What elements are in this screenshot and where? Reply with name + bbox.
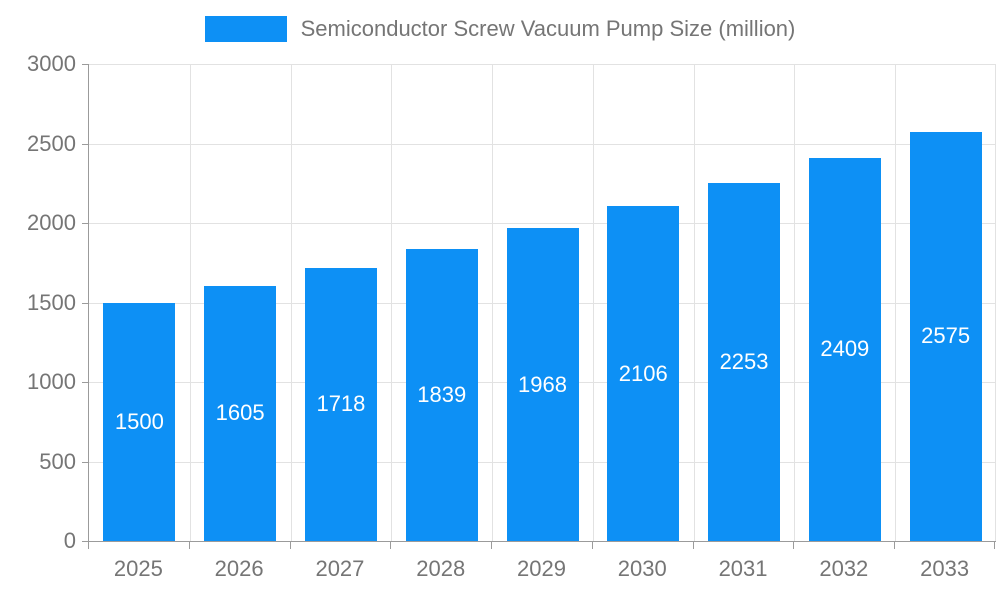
bar[interactable]: 1500 xyxy=(103,302,176,541)
x-axis-tick-label: 2026 xyxy=(214,556,264,581)
x-axis-tick-mark xyxy=(188,542,190,549)
x-axis-tick-mark xyxy=(88,542,89,549)
bar-value-label: 1839 xyxy=(417,381,467,407)
gridline-vertical xyxy=(492,64,494,541)
x-axis-tick-mark xyxy=(289,542,291,549)
bar[interactable]: 2409 xyxy=(808,157,881,541)
y-axis-tick-mark xyxy=(82,223,88,224)
x-axis-tick-label: 2032 xyxy=(819,556,869,581)
x-axis-tick-label: 2030 xyxy=(617,556,667,581)
gridline-vertical xyxy=(895,64,897,541)
bar-value-label: 2106 xyxy=(618,360,668,386)
bar[interactable]: 1718 xyxy=(304,267,377,541)
bar[interactable]: 2106 xyxy=(607,206,680,541)
bar-value-label: 2253 xyxy=(719,348,769,374)
x-axis-tick-label: 2025 xyxy=(113,556,163,581)
gridline-vertical xyxy=(794,64,796,541)
y-axis-tick-mark xyxy=(82,143,88,145)
x-axis-tick-label: 2031 xyxy=(718,556,768,581)
legend: Semiconductor Screw Vacuum Pump Size (mi… xyxy=(0,16,1000,42)
x-axis-tick-mark xyxy=(491,542,493,549)
bar[interactable]: 2253 xyxy=(708,182,781,541)
bar-value-label: 2409 xyxy=(820,336,870,362)
gridline-vertical xyxy=(592,64,594,541)
y-axis-tick-mark xyxy=(82,64,88,65)
x-axis-tick-label: 2027 xyxy=(315,556,365,581)
y-axis-tick-mark xyxy=(82,541,88,542)
bar[interactable]: 2575 xyxy=(909,131,982,541)
gridline-vertical xyxy=(391,64,393,541)
y-axis-tick-label: 0 xyxy=(63,528,76,553)
gridline-vertical xyxy=(189,64,191,541)
gridline-vertical xyxy=(290,64,292,541)
bar-value-label: 1605 xyxy=(215,400,265,426)
bar-value-label: 2575 xyxy=(921,323,971,349)
x-axis-tick-label: 2033 xyxy=(920,556,970,581)
y-axis-tick-label: 2000 xyxy=(27,210,76,235)
bar-value-label: 1968 xyxy=(518,371,567,397)
y-axis-tick-mark xyxy=(82,461,88,463)
y-axis-tick-label: 500 xyxy=(39,448,76,474)
x-axis-tick-mark xyxy=(994,542,995,549)
x-axis-tick-label: 2029 xyxy=(517,556,566,581)
bar[interactable]: 1839 xyxy=(405,248,478,541)
legend-label: Semiconductor Screw Vacuum Pump Size (mi… xyxy=(300,16,796,41)
x-axis-tick-mark xyxy=(793,542,795,549)
gridline-horizontal xyxy=(89,64,996,65)
legend-item[interactable]: Semiconductor Screw Vacuum Pump Size (mi… xyxy=(204,16,796,42)
x-axis-tick-mark xyxy=(390,542,392,549)
x-axis-tick-mark xyxy=(692,542,694,549)
bar[interactable]: 1605 xyxy=(204,285,277,541)
gridline-horizontal xyxy=(89,143,996,145)
bar-value-label: 1500 xyxy=(114,408,164,434)
x-axis-tick-mark xyxy=(894,542,896,549)
y-axis-tick-label: 1500 xyxy=(27,289,76,315)
y-axis-tick-label: 1000 xyxy=(27,369,76,394)
x-axis-tick-mark xyxy=(591,542,593,549)
y-axis-tick-mark xyxy=(82,382,88,383)
bar[interactable]: 1968 xyxy=(506,228,579,541)
plot-area: 1500 1605 1718 1839 1968 2106 2253 2409 2575 xyxy=(88,64,996,542)
legend-swatch-icon xyxy=(204,16,287,42)
bar-value-label: 1718 xyxy=(316,391,366,417)
gridline-vertical xyxy=(995,64,996,541)
y-axis-tick-label: 3000 xyxy=(27,51,76,76)
x-axis-tick-label: 2028 xyxy=(416,556,466,581)
y-axis-tick-label: 2500 xyxy=(27,130,76,156)
gridline-vertical xyxy=(693,64,695,541)
gridline-horizontal xyxy=(89,223,996,224)
y-axis-tick-mark xyxy=(82,302,88,304)
